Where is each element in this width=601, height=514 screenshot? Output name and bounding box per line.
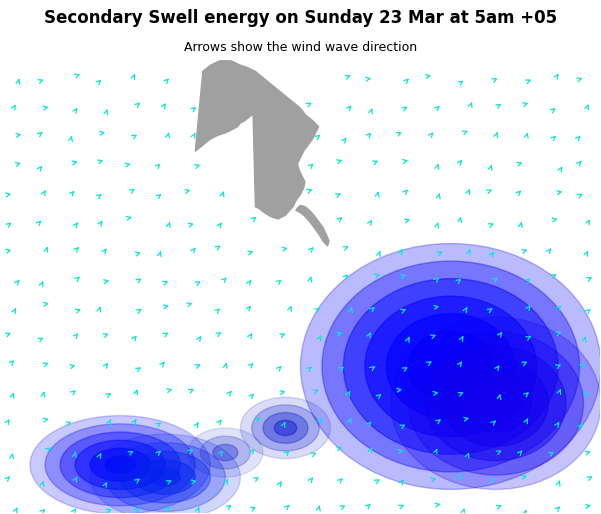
Ellipse shape	[105, 443, 225, 511]
Ellipse shape	[150, 469, 180, 486]
Ellipse shape	[240, 397, 331, 458]
Ellipse shape	[105, 456, 135, 473]
Ellipse shape	[386, 314, 515, 419]
Ellipse shape	[408, 332, 584, 475]
Bar	[0, 59, 601, 514]
Ellipse shape	[60, 432, 180, 498]
Ellipse shape	[444, 360, 549, 446]
Ellipse shape	[408, 332, 493, 401]
Ellipse shape	[429, 349, 472, 384]
Polygon shape	[296, 206, 329, 246]
Text: Arrows show the wind wave direction: Arrows show the wind wave direction	[184, 41, 417, 54]
Ellipse shape	[365, 296, 537, 437]
Ellipse shape	[274, 420, 297, 436]
Ellipse shape	[75, 440, 165, 489]
Ellipse shape	[90, 448, 150, 481]
Ellipse shape	[135, 460, 195, 494]
Ellipse shape	[322, 261, 579, 472]
Ellipse shape	[45, 424, 195, 506]
Ellipse shape	[30, 416, 210, 514]
Ellipse shape	[263, 413, 308, 443]
Ellipse shape	[478, 389, 513, 418]
Ellipse shape	[200, 436, 251, 469]
Polygon shape	[195, 59, 319, 219]
Ellipse shape	[213, 444, 238, 461]
Ellipse shape	[461, 375, 531, 432]
Ellipse shape	[90, 434, 240, 514]
Ellipse shape	[252, 405, 319, 451]
Ellipse shape	[343, 279, 558, 454]
Ellipse shape	[120, 451, 210, 503]
Text: Secondary Swell energy on Sunday 23 Mar at 5am +05: Secondary Swell energy on Sunday 23 Mar …	[44, 9, 557, 27]
Ellipse shape	[426, 346, 566, 461]
Ellipse shape	[391, 317, 601, 489]
Ellipse shape	[300, 244, 601, 489]
Ellipse shape	[188, 428, 263, 477]
